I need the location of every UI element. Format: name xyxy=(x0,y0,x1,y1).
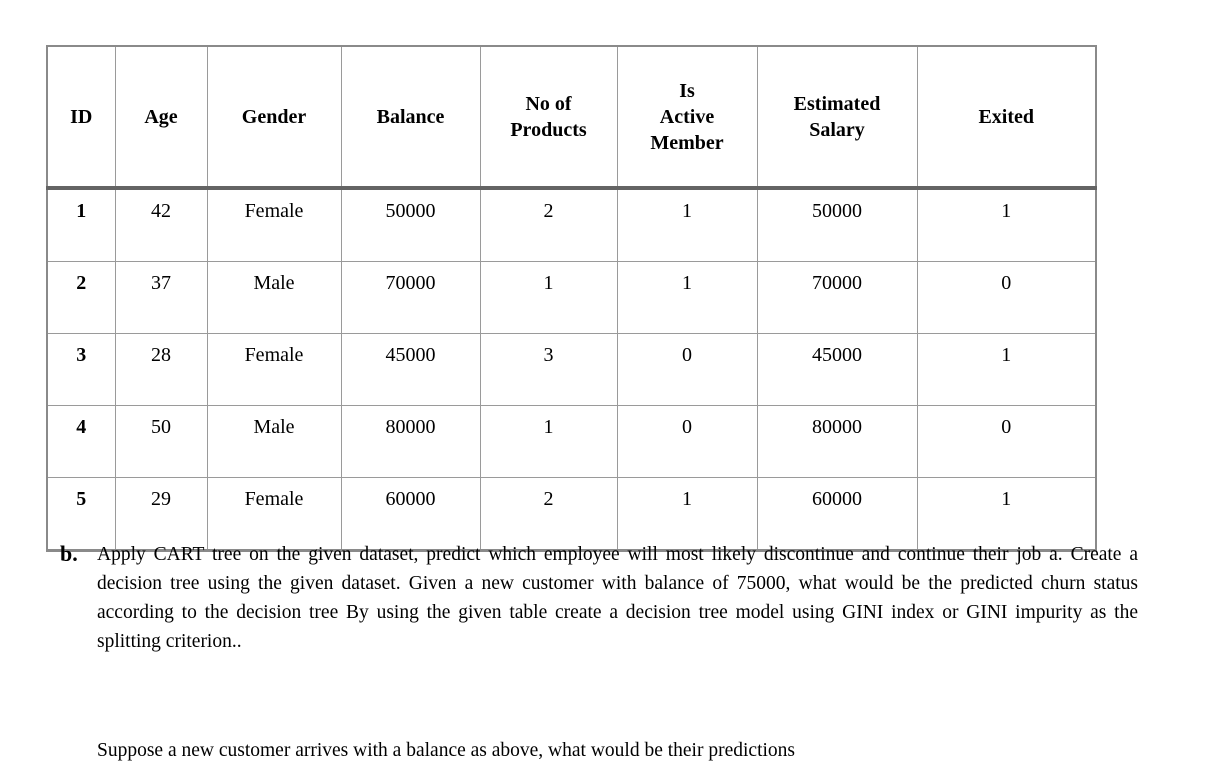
table-cell-gender: Female xyxy=(206,187,342,262)
table-cell-estimated-salary: 50000 xyxy=(756,187,918,262)
table-cell-balance: 50000 xyxy=(340,187,481,262)
table-cell-exited: 0 xyxy=(916,405,1097,478)
table-cell-is-active-member: 1 xyxy=(616,261,758,334)
table-row: 5 29 Female 60000 2 1 60000 1 xyxy=(46,477,1097,551)
column-header-exited: Exited xyxy=(916,45,1097,190)
table-cell-exited: 1 xyxy=(916,333,1097,406)
table-cell-balance: 80000 xyxy=(340,405,481,478)
table-cell-exited: 1 xyxy=(916,477,1097,551)
table-cell-id: 5 xyxy=(46,477,116,551)
table-cell-estimated-salary: 70000 xyxy=(756,261,918,334)
clipped-text-line: Suppose a new customer arrives with a ba… xyxy=(97,740,795,761)
table-row: 3 28 Female 45000 3 0 45000 1 xyxy=(46,333,1097,406)
column-header-age: Age xyxy=(114,45,208,190)
table-cell-no-of-products: 2 xyxy=(479,187,618,262)
dataset-table: ID Age Gender Balance No of Products Is … xyxy=(46,45,1097,552)
table-cell-is-active-member: 1 xyxy=(616,477,758,551)
table-cell-is-active-member: 0 xyxy=(616,333,758,406)
dataset-table-container: ID Age Gender Balance No of Products Is … xyxy=(46,45,1097,552)
table-cell-balance: 45000 xyxy=(340,333,481,406)
column-header-id: ID xyxy=(46,45,116,190)
table-cell-no-of-products: 1 xyxy=(479,261,618,334)
table-cell-exited: 1 xyxy=(916,187,1097,262)
table-cell-no-of-products: 1 xyxy=(479,405,618,478)
table-cell-age: 50 xyxy=(114,405,208,478)
table-cell-balance: 60000 xyxy=(340,477,481,551)
table-cell-id: 1 xyxy=(46,187,116,262)
table-cell-gender: Male xyxy=(206,261,342,334)
column-header-gender: Gender xyxy=(206,45,342,190)
table-row: 1 42 Female 50000 2 1 50000 1 xyxy=(46,187,1097,262)
question-label: b. xyxy=(60,541,78,566)
table-cell-exited: 0 xyxy=(916,261,1097,334)
column-header-is-active-member: Is Active Member xyxy=(616,45,758,190)
table-cell-balance: 70000 xyxy=(340,261,481,334)
table-cell-id: 3 xyxy=(46,333,116,406)
table-row: 4 50 Male 80000 1 0 80000 0 xyxy=(46,405,1097,478)
table-cell-gender: Female xyxy=(206,333,342,406)
question-text: Apply CART tree on the given dataset, pr… xyxy=(97,544,1138,652)
table-cell-age: 28 xyxy=(114,333,208,406)
table-cell-is-active-member: 0 xyxy=(616,405,758,478)
table-header-row: ID Age Gender Balance No of Products Is … xyxy=(46,45,1097,190)
column-header-estimated-salary: Estimated Salary xyxy=(756,45,918,190)
table-cell-no-of-products: 2 xyxy=(479,477,618,551)
table-cell-gender: Male xyxy=(206,405,342,478)
table-cell-no-of-products: 3 xyxy=(479,333,618,406)
question-paragraph: b. Apply CART tree on the given dataset,… xyxy=(60,540,1138,656)
table-cell-estimated-salary: 60000 xyxy=(756,477,918,551)
column-header-balance: Balance xyxy=(340,45,481,190)
table-cell-age: 42 xyxy=(114,187,208,262)
table-cell-estimated-salary: 80000 xyxy=(756,405,918,478)
table-cell-id: 4 xyxy=(46,405,116,478)
table-cell-estimated-salary: 45000 xyxy=(756,333,918,406)
table-cell-id: 2 xyxy=(46,261,116,334)
column-header-no-of-products: No of Products xyxy=(479,45,618,190)
table-row: 2 37 Male 70000 1 1 70000 0 xyxy=(46,261,1097,334)
table-cell-age: 37 xyxy=(114,261,208,334)
table-cell-is-active-member: 1 xyxy=(616,187,758,262)
page: { "page": { "background": "#ffffff", "te… xyxy=(46,45,1138,761)
